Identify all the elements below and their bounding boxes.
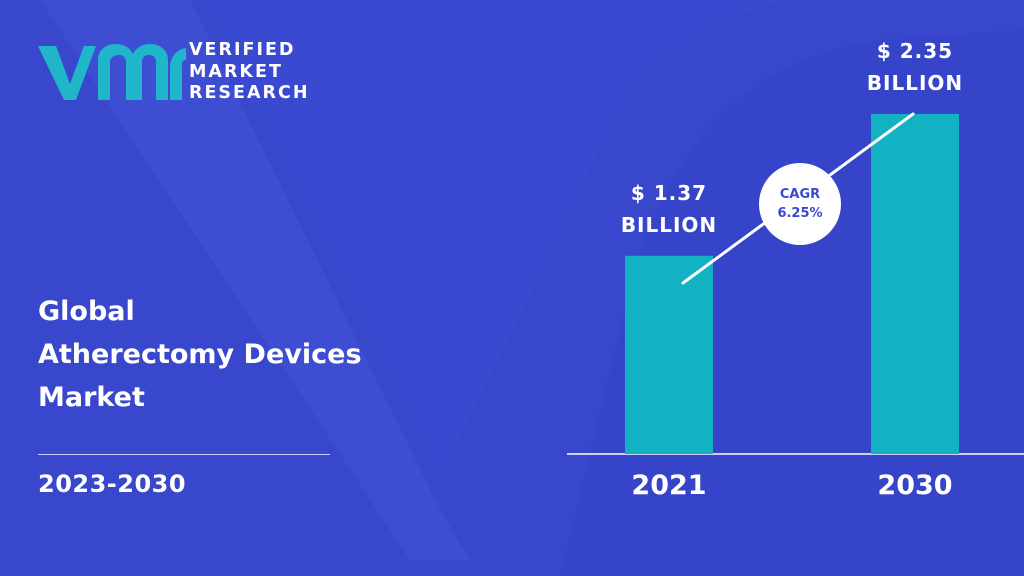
brand-logo: VERIFIED MARKET RESEARCH (36, 38, 326, 108)
data-label-2021-line-1: $ 1.37 (631, 181, 707, 205)
x-tick-label-2021: 2021 (631, 470, 706, 501)
data-label-2030-line-2: BILLION (867, 71, 963, 95)
title-line-2: Atherectomy Devices (38, 339, 362, 370)
bar-2030 (871, 114, 959, 454)
cagr-label: CAGR (779, 187, 821, 202)
title-divider (38, 454, 330, 455)
brand-line-2: MARKET (189, 61, 283, 82)
forecast-period: 2023-2030 (38, 470, 187, 498)
brand-line-1: VERIFIED (189, 40, 296, 60)
x-tick-label-2030: 2030 (877, 470, 952, 501)
cagr-badge: CAGR 6.25% (759, 163, 841, 245)
cagr-value: 6.25% (777, 206, 823, 221)
title-line-1: Global (38, 296, 135, 327)
vmr-logo-mark (38, 44, 186, 100)
report-title: Global Atherectomy Devices Market (38, 290, 458, 419)
title-line-3: Market (38, 382, 145, 413)
data-label-2021-line-2: BILLION (621, 213, 717, 237)
brand-line-3: RESEARCH (189, 83, 310, 103)
data-label-2030-line-1: $ 2.35 (877, 39, 953, 63)
bar-2021 (625, 255, 713, 454)
